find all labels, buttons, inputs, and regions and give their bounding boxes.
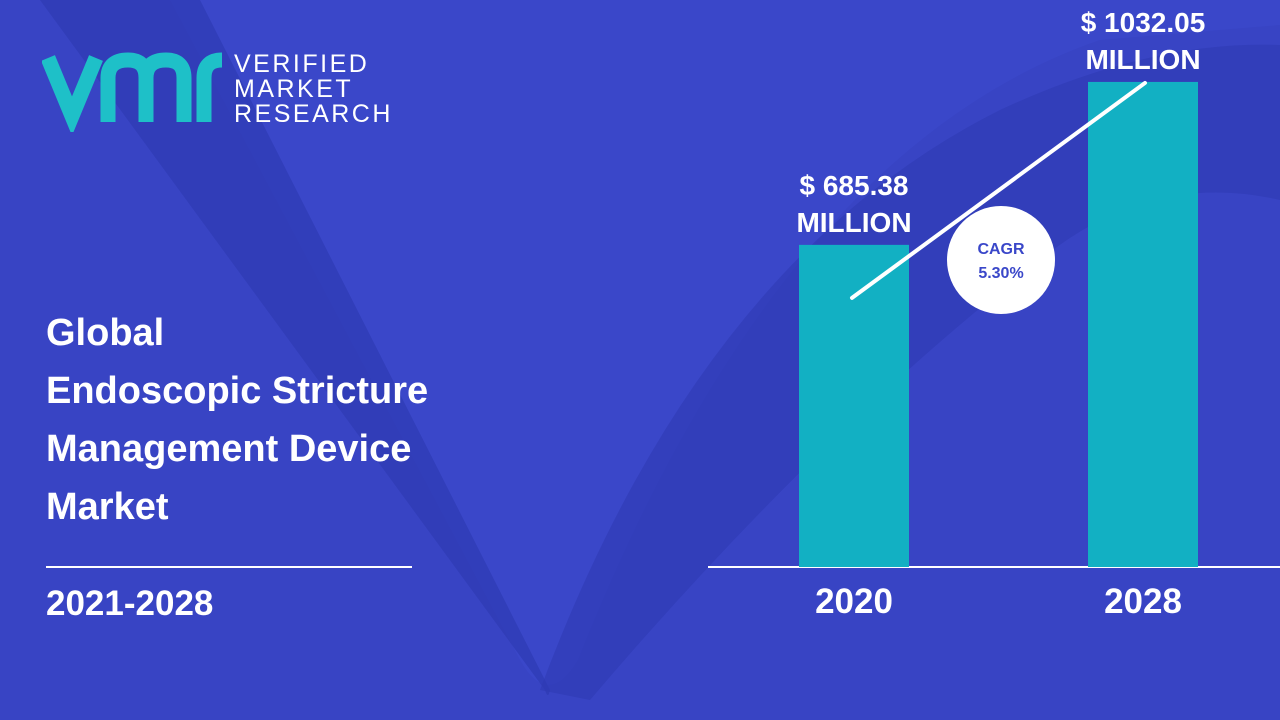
report-title: Global Endoscopic Stricture Management D… — [46, 304, 486, 536]
title-line-1: Global — [46, 312, 165, 354]
brand-line-market: MARKET — [234, 75, 354, 103]
title-line-3: Management Device — [46, 428, 412, 470]
brand-logo: VERIFIED MARKET RESEARCH — [42, 48, 402, 132]
category-label-2028: 2028 — [1104, 582, 1182, 621]
brand-name: VERIFIED MARKET RESEARCH — [234, 52, 393, 127]
category-label-2020: 2020 — [815, 582, 893, 621]
bar-2020 — [799, 244, 909, 567]
value-label-2028-line-1: $ 1032.05 — [1081, 7, 1206, 38]
cagr-value: 5.30% — [978, 265, 1023, 282]
forecast-period: 2021-2028 — [46, 584, 214, 623]
value-label-2020-line-1: $ 685.38 — [800, 170, 909, 201]
bar-2028 — [1088, 81, 1198, 568]
value-label-2020-line-2: MILLION — [796, 207, 911, 238]
value-label-2028-line-2: MILLION — [1085, 44, 1200, 75]
title-line-4: Market — [46, 486, 169, 528]
title-line-2: Endoscopic Stricture — [46, 370, 429, 412]
vmr-logo-icon — [42, 52, 223, 132]
brand-line-verified: VERIFIED — [234, 50, 370, 78]
brand-line-research: RESEARCH — [234, 100, 393, 128]
cagr-circle — [947, 206, 1055, 314]
trend-line — [850, 80, 1147, 300]
cagr-label: CAGR — [977, 241, 1025, 258]
title-divider — [46, 566, 412, 568]
